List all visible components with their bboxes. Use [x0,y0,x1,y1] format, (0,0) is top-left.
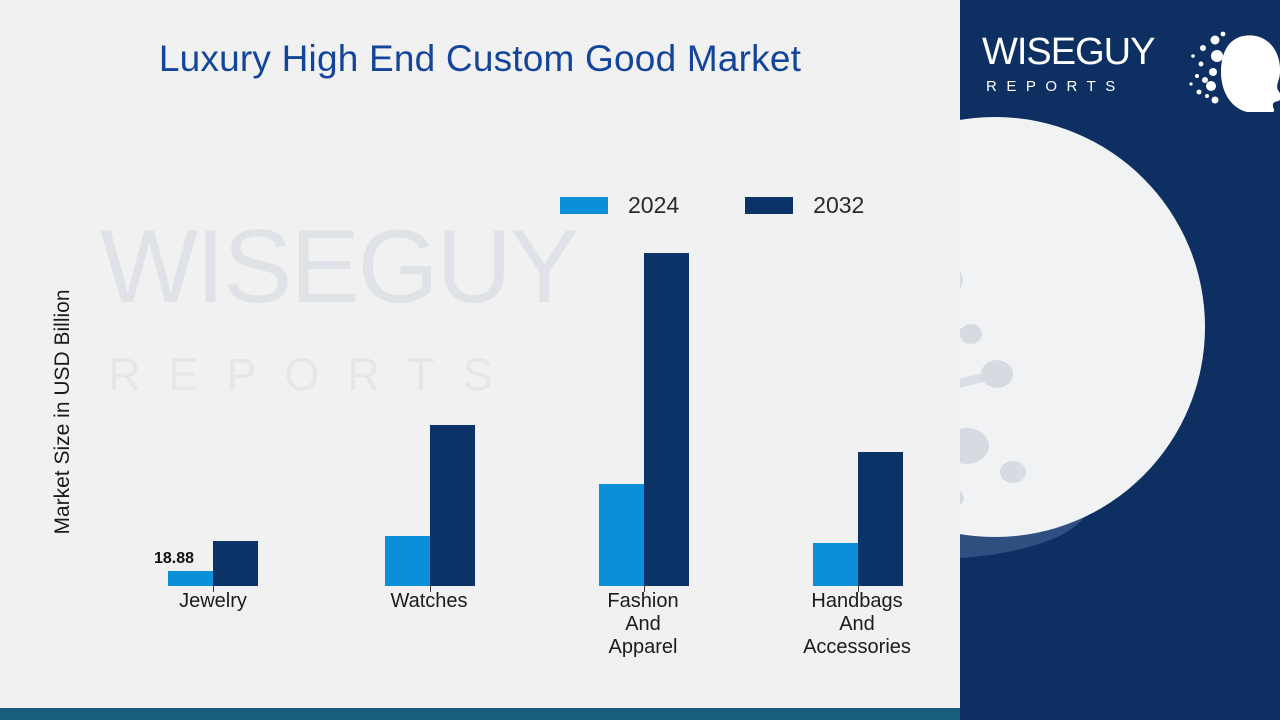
molecule-dots-graphic [960,271,1026,505]
bar-handbags-2024[interactable] [813,543,858,586]
brand-logo-wordmark: WISEGUY [982,31,1155,73]
legend-label-2024: 2024 [628,192,680,218]
bar-fashion-2024[interactable] [599,484,644,586]
bar-jewelry-2032[interactable] [213,541,258,586]
tick-handbags [858,585,859,592]
tick-jewelry [213,585,214,592]
tick-fashion [644,585,645,592]
legend-swatch-2024 [560,197,608,214]
brand-panel: WISEGUY REPORTS [960,0,1280,720]
legend-item-2024[interactable]: 2024 [560,192,679,219]
bar-watches-2024[interactable] [385,536,430,586]
tick-watches [430,585,431,592]
category-label-handbags-line2: And [839,613,875,635]
legend-item-2032[interactable]: 2032 [745,192,864,219]
plot-area: 18.88 Jewelry Watches Fashion And Appare… [118,253,952,659]
category-label-jewelry: Jewelry [118,590,308,613]
category-label-fashion-line2: And [625,613,661,635]
category-label-watches-line1: Watches [390,590,468,612]
brand-logo-head-icon [1189,31,1280,112]
brand-logo-subtext: REPORTS [986,78,1125,95]
category-label-handbags: Handbags And Accessories [762,590,952,659]
category-label-fashion-line3: Apparel [608,636,678,658]
value-label-jewelry-2024: 18.88 [154,550,195,567]
category-label-jewelry-line1: Jewelry [179,590,247,612]
bar-jewelry-2024[interactable] [168,571,213,586]
category-label-fashion: Fashion And Apparel [548,590,738,659]
bottom-accent-strip [0,708,960,720]
bar-fashion-2032[interactable] [644,253,689,586]
chart-title: Luxury High End Custom Good Market [158,38,802,79]
bar-watches-2032[interactable] [430,425,475,586]
category-label-handbags-line3: Accessories [803,636,911,658]
category-label-handbags-line1: Handbags [811,590,903,612]
bar-handbags-2032[interactable] [858,452,903,586]
legend-label-2032: 2032 [813,192,865,218]
chart-legend: 2024 2032 [560,192,864,219]
category-label-watches: Watches [334,590,524,613]
chart-panel: WISEGUY REPORTS Luxury High End Custom G… [0,38,960,720]
legend-swatch-2032 [745,197,794,214]
category-label-fashion-line1: Fashion [607,590,679,612]
brand-logo: WISEGUY REPORTS [982,31,1280,118]
